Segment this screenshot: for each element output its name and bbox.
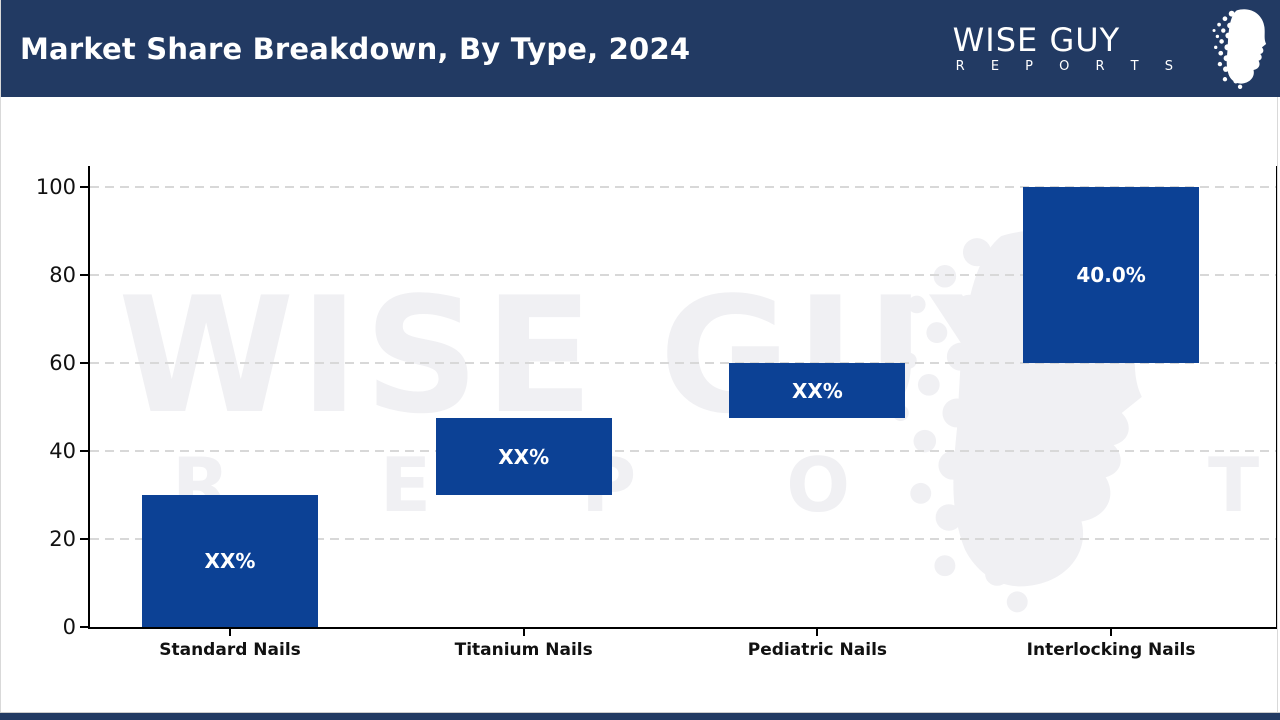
page-left-border	[0, 0, 1, 720]
y-tick-mark	[80, 626, 88, 628]
x-tick-label: Pediatric Nails	[747, 640, 888, 660]
header-bar: Market Share Breakdown, By Type, 2024 WI…	[0, 0, 1280, 97]
y-tick-label: 60	[49, 351, 76, 376]
y-gridline	[90, 274, 1276, 277]
x-tick-label: Titanium Nails	[454, 640, 593, 660]
brand-wordmark: WISE GUY R E P O R T S	[953, 24, 1184, 73]
page-title: Market Share Breakdown, By Type, 2024	[20, 31, 691, 66]
y-tick-mark	[80, 538, 88, 541]
x-axis-line	[88, 627, 1277, 629]
brand-wordmark-line1: WISE GUY	[952, 21, 1121, 59]
y-gridline	[90, 362, 1276, 365]
x-tick-mark	[1110, 629, 1113, 636]
bar-titanium-nails: XX%	[435, 418, 612, 496]
x-tick-mark	[229, 629, 231, 636]
dotted-head-logo-icon	[1212, 8, 1267, 89]
y-gridline	[90, 538, 1276, 541]
x-tick-label: Interlocking Nails	[1026, 640, 1196, 660]
y-tick-label: 20	[49, 527, 76, 552]
bar-value-label: XX%	[498, 444, 550, 469]
footer-divider	[0, 712, 1280, 713]
x-tick-mark	[816, 629, 819, 636]
x-tick-mark	[522, 629, 525, 636]
page-right-border	[1277, 97, 1278, 720]
y-axis-line	[88, 166, 90, 629]
y-tick-mark	[80, 450, 88, 453]
y-gridline	[90, 450, 1276, 453]
bar-standard-nails: XX%	[142, 495, 318, 627]
brand-wordmark-line2: R E P O R T S	[955, 59, 1184, 74]
y-tick-label: 0	[62, 615, 76, 639]
y-tick-mark	[80, 274, 88, 277]
bar-value-label: XX%	[204, 549, 256, 573]
y-tick-mark	[80, 186, 88, 189]
bar-value-label: 40.0%	[1076, 263, 1146, 288]
y-tick-mark	[80, 362, 88, 365]
bar-value-label: XX%	[791, 378, 843, 403]
y-tick-label: 80	[49, 263, 76, 288]
footer-bar	[0, 713, 1280, 720]
bar-interlocking-nails: 40.0%	[1023, 187, 1200, 364]
x-tick-label: Standard Nails	[159, 640, 301, 660]
bar-pediatric-nails: XX%	[729, 363, 906, 419]
brand-logo: WISE GUY R E P O R T S	[953, 0, 1272, 97]
y-tick-label: 40	[49, 439, 76, 464]
y-gridline	[90, 186, 1276, 189]
y-tick-label: 100	[35, 175, 76, 200]
